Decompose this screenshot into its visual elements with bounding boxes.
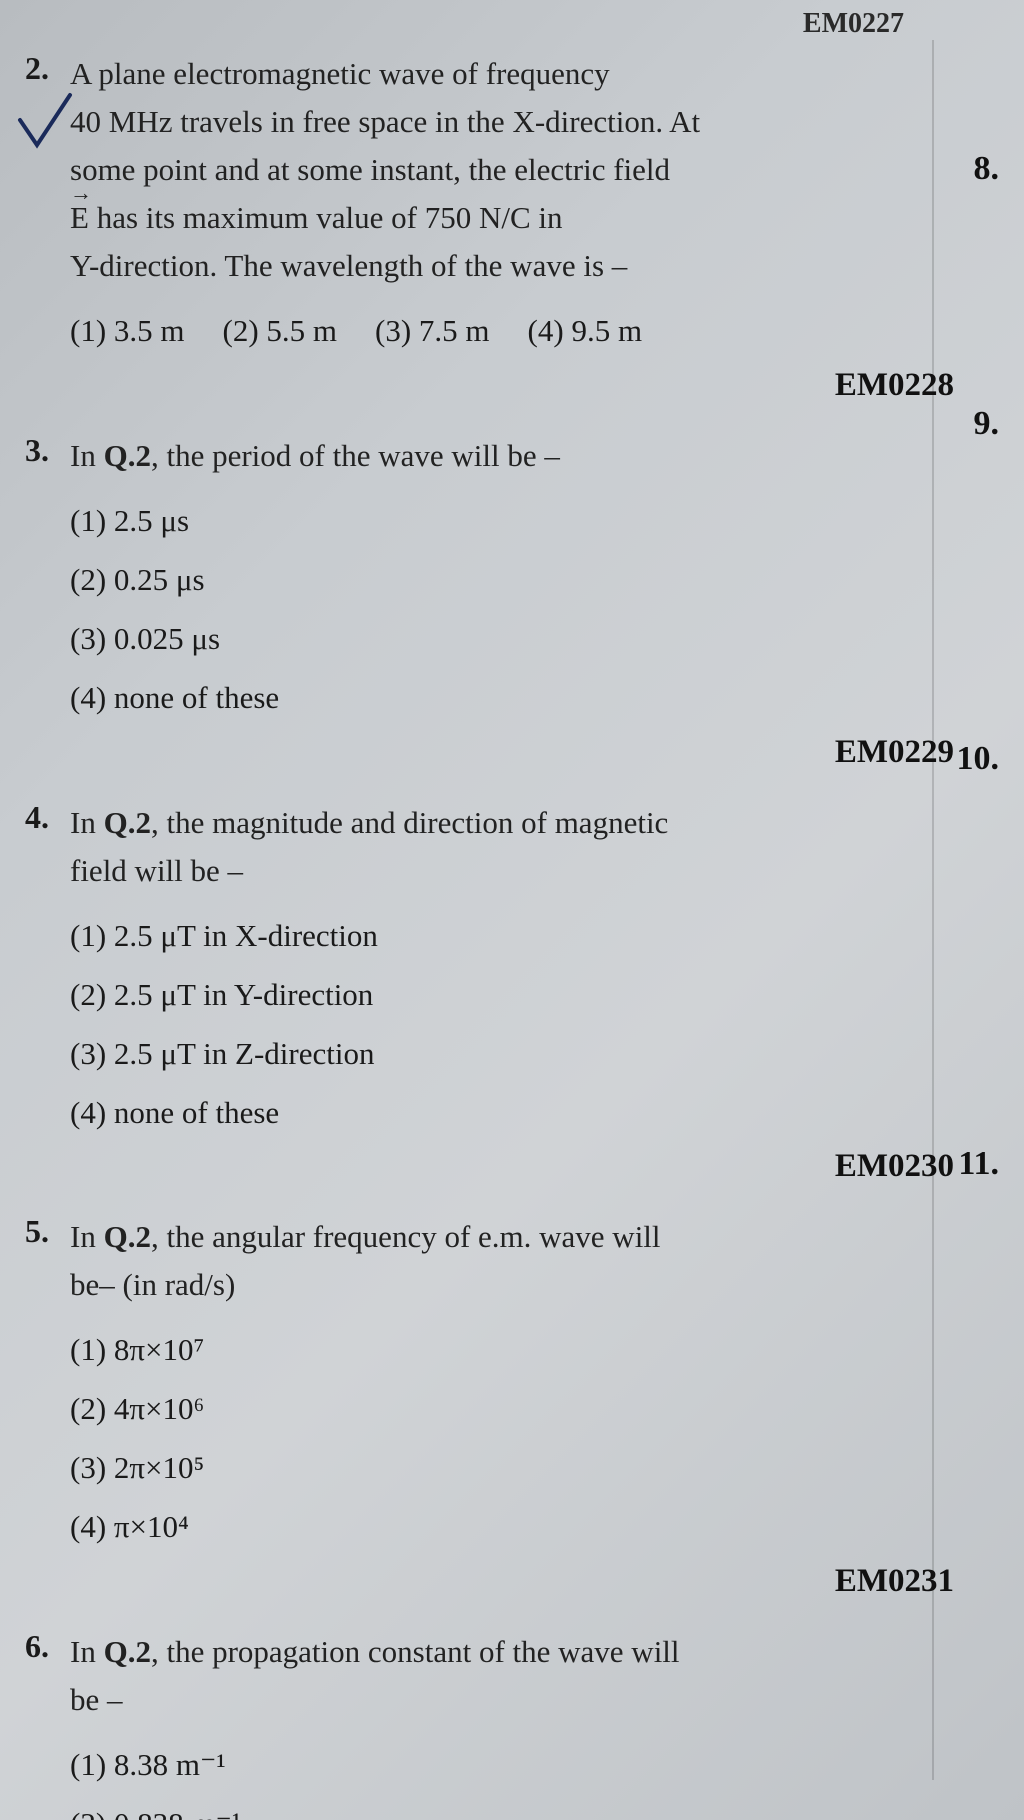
q2-options: (1) 3.5 m (2) 5.5 m (3) 7.5 m (4) 9.5 m (70, 302, 964, 361)
q5-number: 5. (25, 1213, 49, 1250)
q5-opt2: (2) 4π×10⁶ (70, 1380, 499, 1439)
header-code: EM0227 (803, 8, 904, 40)
q5-text: In Q.2, the angular frequency of e.m. wa… (70, 1213, 964, 1309)
question-3: 3. In Q.2, the period of the wave will b… (70, 432, 964, 771)
q3-number: 3. (25, 432, 49, 469)
q2-text: A plane electromagnetic wave of frequenc… (70, 50, 964, 290)
q5-options: (1) 8π×10⁷ (2) 4π×10⁶ (3) 2π×10⁵ (4) π×1… (70, 1321, 964, 1557)
q3-opt4: (4) none of these (70, 669, 499, 728)
question-2: 2. A plane electromagnetic wave of frequ… (70, 50, 964, 404)
q4-line2: field will be – (70, 853, 243, 888)
q2-line4: has its maximum value of 750 N/C in (89, 200, 563, 235)
q6-text: In Q.2, the propagation constant of the … (70, 1628, 964, 1724)
q3-opt2: (2) 0.25 μs (70, 551, 499, 610)
q5-opt4: (4) π×10⁴ (70, 1498, 499, 1557)
q3-options: (1) 2.5 μs (2) 0.25 μs (3) 0.025 μs (4) … (70, 492, 964, 728)
q4-opt2: (2) 2.5 μT in Y-direction (70, 966, 499, 1025)
q3-code: EM0229 (70, 734, 954, 771)
q5-opt3: (3) 2π×10⁵ (70, 1439, 499, 1498)
q4-options: (1) 2.5 μT in X-direction (2) 2.5 μT in … (70, 907, 964, 1143)
q2-line3: some point and at some instant, the elec… (70, 152, 670, 187)
q5-line2: be– (in rad/s) (70, 1267, 235, 1302)
q6-options: (1) 8.38 m⁻¹ (2) 0.838 m⁻¹ (3) 4.19 m⁻¹ … (70, 1736, 964, 1820)
q2-opt1: (1) 3.5 m (70, 302, 185, 361)
q2-number: 2. (25, 50, 49, 87)
right-marker-9: 9. (974, 405, 1000, 443)
q5-opt1: (1) 8π×10⁷ (70, 1321, 499, 1380)
q6-opt2: (2) 0.838 m⁻¹ (70, 1795, 499, 1820)
q3-opt1: (1) 2.5 μs (70, 492, 499, 551)
q4-opt3: (3) 2.5 μT in Z-direction (70, 1025, 499, 1084)
q4-code: EM0230 (70, 1148, 954, 1185)
q3-opt3: (3) 0.025 μs (70, 610, 499, 669)
q4-number: 4. (25, 799, 49, 836)
question-6: 6. In Q.2, the propagation constant of t… (70, 1628, 964, 1820)
q5-code: EM0231 (70, 1563, 954, 1600)
q2-line5: Y-direction. The wavelength of the wave … (70, 248, 627, 283)
checkmark-annotation (15, 90, 75, 170)
q6-line2: be – (70, 1682, 123, 1717)
q4-opt1: (1) 2.5 μT in X-direction (70, 907, 499, 966)
right-marker-8: 8. (974, 150, 1000, 188)
question-4: 4. In Q.2, the magnitude and direction o… (70, 799, 964, 1186)
q6-opt1: (1) 8.38 m⁻¹ (70, 1736, 499, 1795)
q4-text: In Q.2, the magnitude and direction of m… (70, 799, 964, 895)
right-marker-11: 11. (958, 1145, 999, 1183)
q6-number: 6. (25, 1628, 49, 1665)
q2-opt3: (3) 7.5 m (375, 302, 490, 361)
q2-opt2: (2) 5.5 m (223, 302, 338, 361)
q2-line2: 40 MHz travels in free space in the X-di… (70, 104, 700, 139)
q2-opt4: (4) 9.5 m (528, 302, 643, 361)
q4-opt4: (4) none of these (70, 1084, 499, 1143)
page-container: EM0227 8. 9. 10. 11. 2. A plane electrom… (0, 0, 1024, 1820)
q2-line1: A plane electromagnetic wave of frequenc… (70, 56, 610, 91)
q3-text: In Q.2, the period of the wave will be – (70, 432, 964, 480)
vector-e-symbol: E (70, 194, 89, 242)
question-5: 5. In Q.2, the angular frequency of e.m.… (70, 1213, 964, 1600)
q2-code: EM0228 (70, 367, 954, 404)
